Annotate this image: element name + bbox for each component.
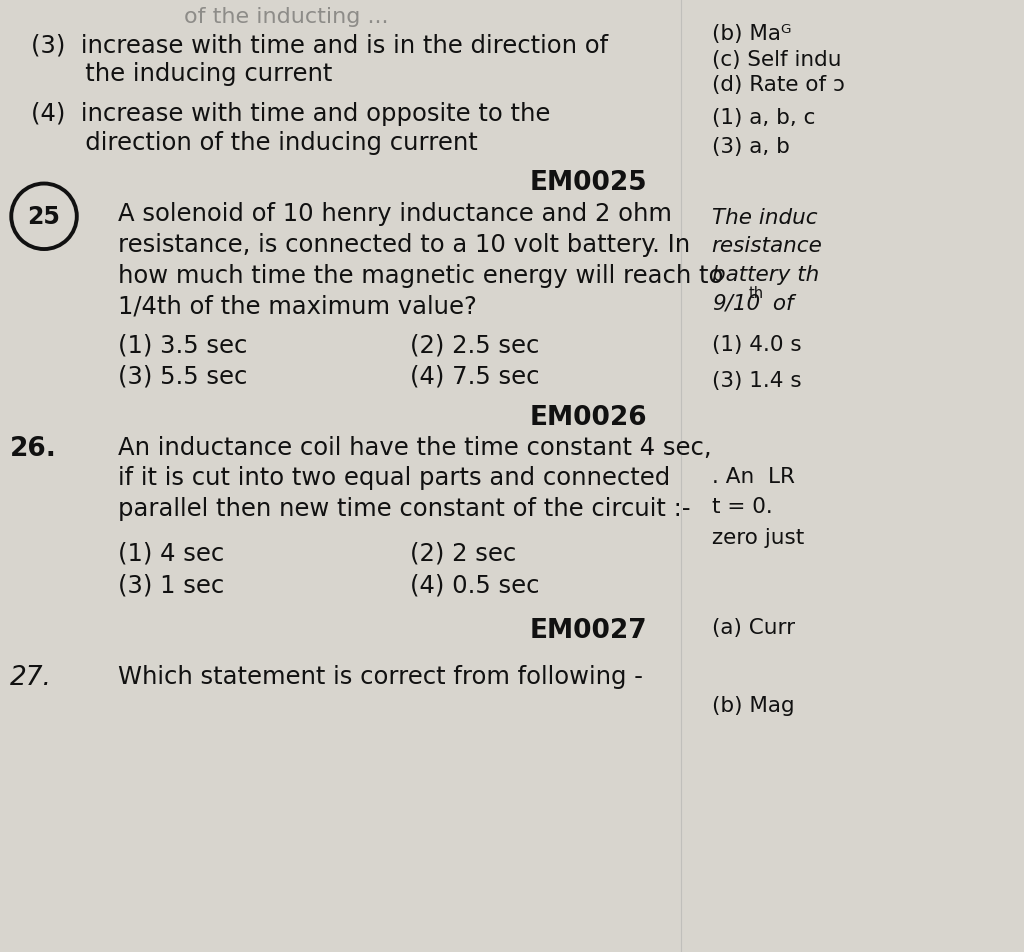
Text: . An  LR: . An LR [712, 466, 795, 486]
Text: (1) 4.0 s: (1) 4.0 s [712, 335, 802, 355]
Text: (2) 2.5 sec: (2) 2.5 sec [410, 333, 539, 357]
Text: (3)  increase with time and is in the direction of: (3) increase with time and is in the dir… [31, 33, 608, 57]
Text: Which statement is correct from following -: Which statement is correct from followin… [118, 664, 643, 688]
Text: The induc: The induc [712, 208, 817, 228]
Text: resistance: resistance [712, 236, 822, 256]
Text: the inducing current: the inducing current [31, 62, 332, 86]
Text: EM0026: EM0026 [530, 405, 647, 430]
Text: how much time the magnetic energy will reach to: how much time the magnetic energy will r… [118, 264, 723, 288]
Text: A solenoid of 10 henry inductance and 2 ohm: A solenoid of 10 henry inductance and 2 … [118, 202, 672, 226]
Text: (1) 3.5 sec: (1) 3.5 sec [118, 333, 247, 357]
Text: direction of the inducing current: direction of the inducing current [31, 130, 477, 154]
Text: (3) 1.4 s: (3) 1.4 s [712, 370, 802, 390]
Text: EM0027: EM0027 [530, 617, 647, 643]
Text: (1) 4 sec: (1) 4 sec [118, 541, 224, 565]
Text: (4) 7.5 sec: (4) 7.5 sec [410, 365, 539, 388]
Text: t = 0.: t = 0. [712, 497, 772, 517]
Text: if it is cut into two equal parts and connected: if it is cut into two equal parts and co… [118, 466, 670, 489]
Text: (2) 2 sec: (2) 2 sec [410, 541, 516, 565]
Text: (a) Curr: (a) Curr [712, 617, 795, 637]
Text: EM0025: EM0025 [530, 169, 647, 195]
Text: (1) a, b, c: (1) a, b, c [712, 108, 815, 128]
Text: (b) Maᴳ: (b) Maᴳ [712, 24, 792, 44]
Text: (4) 0.5 sec: (4) 0.5 sec [410, 573, 539, 597]
Text: th: th [749, 286, 764, 301]
Text: An inductance coil have the time constant 4 sec,: An inductance coil have the time constan… [118, 435, 712, 459]
Text: zero just: zero just [712, 527, 804, 547]
Text: (3) 5.5 sec: (3) 5.5 sec [118, 365, 247, 388]
Text: 9/10: 9/10 [712, 293, 760, 313]
Text: (b) Mag: (b) Mag [712, 695, 795, 715]
Text: resistance, is connected to a 10 volt battery. In: resistance, is connected to a 10 volt ba… [118, 233, 690, 257]
Text: 26.: 26. [10, 435, 57, 461]
Text: parallel then new time constant of the circuit :-: parallel then new time constant of the c… [118, 496, 690, 520]
Text: of the inducting ...: of the inducting ... [184, 7, 389, 27]
Text: 25: 25 [28, 205, 60, 229]
Text: battery th: battery th [712, 265, 819, 285]
Text: (d) Rate of ɔ: (d) Rate of ɔ [712, 75, 845, 95]
Text: (3) a, b: (3) a, b [712, 137, 790, 157]
Text: (3) 1 sec: (3) 1 sec [118, 573, 224, 597]
Text: of: of [766, 293, 794, 313]
Text: (c) Self indu: (c) Self indu [712, 50, 841, 69]
Text: 27.: 27. [10, 664, 52, 690]
Text: (4)  increase with time and opposite to the: (4) increase with time and opposite to t… [31, 102, 550, 126]
Text: 1/4th of the maximum value?: 1/4th of the maximum value? [118, 294, 476, 318]
